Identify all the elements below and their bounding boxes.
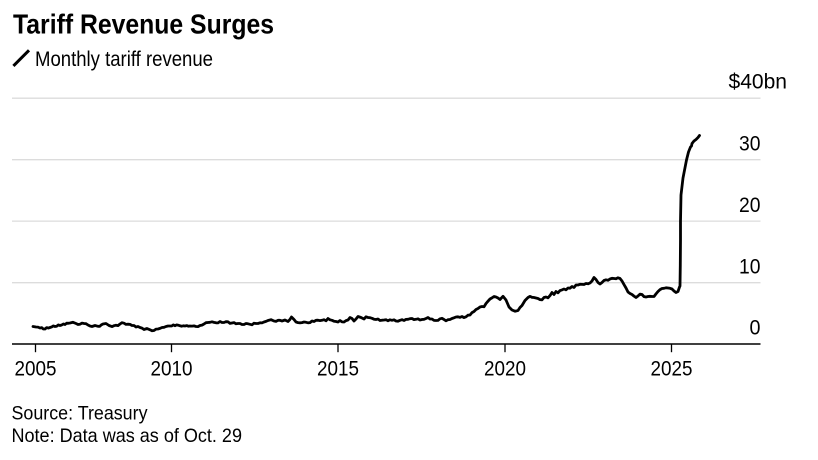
svg-text:2005: 2005 bbox=[15, 356, 57, 380]
svg-text:Note: Data was as of Oct. 29: Note: Data was as of Oct. 29 bbox=[12, 425, 243, 447]
svg-text:$40bn: $40bn bbox=[729, 69, 788, 93]
svg-text:Source: Treasury: Source: Treasury bbox=[12, 402, 148, 424]
svg-text:Tariff Revenue Surges: Tariff Revenue Surges bbox=[13, 9, 274, 40]
svg-text:2025: 2025 bbox=[651, 356, 693, 380]
svg-text:0: 0 bbox=[750, 316, 761, 340]
svg-text:Monthly tariff revenue: Monthly tariff revenue bbox=[35, 48, 213, 71]
svg-text:2010: 2010 bbox=[151, 356, 193, 380]
svg-text:2020: 2020 bbox=[484, 356, 526, 380]
svg-text:10: 10 bbox=[739, 254, 761, 278]
svg-text:30: 30 bbox=[739, 131, 761, 155]
svg-text:20: 20 bbox=[739, 193, 761, 217]
svg-text:2015: 2015 bbox=[317, 356, 359, 380]
